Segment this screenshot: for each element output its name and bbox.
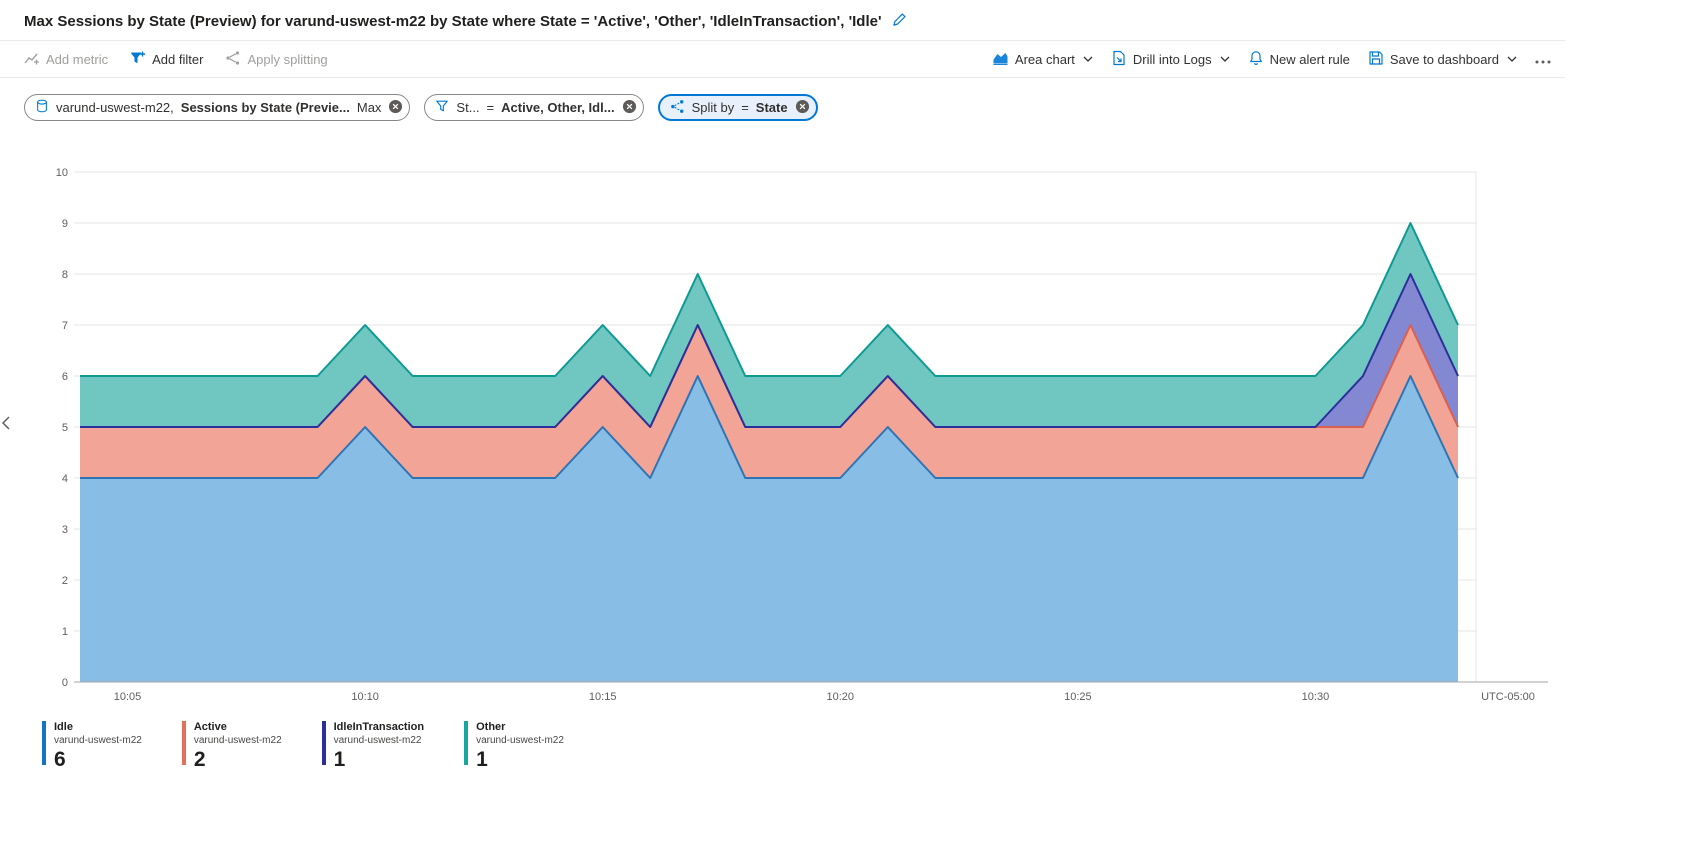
legend-item[interactable]: Active varund-uswest-m22 2 [181,721,282,772]
metrics-chart[interactable]: 0 1 2 3 4 5 6 7 8 9 10 10:05 10:10 10:15 10:20 10:25 10:… [0,137,1560,712]
legend-series-name: IdleInTransaction [333,721,425,733]
svg-text:10:10: 10:10 [351,691,379,703]
filter-pill-property: St... [456,100,480,115]
database-icon [35,99,49,116]
metric-pill-aggregation: Max [356,100,382,115]
chart-area: 0 1 2 3 4 5 6 7 8 9 10 10:05 10:10 10:15 10:20 10:25 10:… [0,137,1565,717]
split-pill-label: Split by [691,100,735,115]
close-circle-icon [388,99,403,117]
add-metric-label: Add metric [46,51,109,67]
legend-series-name: Idle [54,721,73,733]
ellipsis-icon [1535,52,1551,67]
chevron-down-icon [1507,56,1517,62]
drill-logs-icon [1111,50,1127,69]
split-pill[interactable]: Split by = State [657,94,818,121]
edit-title-button[interactable] [892,12,907,30]
svg-text:10:30: 10:30 [1302,691,1330,703]
svg-text:10:15: 10:15 [589,691,617,703]
add-filter-button[interactable]: Add filter [130,50,203,69]
page-title: Max Sessions by State (Preview) for varu… [24,12,882,30]
pill-row: varund-uswest-m22, Sessions by State (Pr… [0,78,1565,133]
toolbar-left-group: Add metric Add filter Apply splitting [24,50,350,69]
legend-resource-name: varund-uswest-m22 [193,734,282,746]
close-circle-icon [795,99,810,117]
legend-series-value: 1 [333,748,346,772]
legend-resource-name: varund-uswest-m22 [476,734,564,746]
svg-text:10:05: 10:05 [114,691,142,703]
save-icon [1368,50,1384,69]
remove-split-button[interactable] [795,99,810,117]
chart-type-label: Area chart [1014,51,1075,67]
split-icon [225,50,241,69]
metric-pill-name: Sessions by State (Previe... [180,100,350,115]
save-to-dashboard-button[interactable]: Save to dashboard [1368,50,1517,69]
legend-item[interactable]: Other varund-uswest-m22 1 [464,721,564,772]
toolbar: Add metric Add filter Apply splitting [0,40,1565,78]
legend-color-bar [181,721,186,765]
add-metric-icon [24,50,40,69]
svg-text:2: 2 [62,575,68,587]
chevron-down-icon [1220,56,1230,62]
metrics-pane: Max Sessions by State (Preview) for varu… [0,0,1565,772]
legend-series-name: Active [193,721,227,733]
svg-text:7: 7 [62,320,68,332]
chart-type-button[interactable]: Area chart [992,50,1093,69]
legend-color-bar [42,721,46,765]
more-options-button[interactable] [1535,52,1551,67]
drill-into-logs-button[interactable]: Drill into Logs [1111,50,1230,69]
chart-title-row: Max Sessions by State (Preview) for varu… [0,0,1565,40]
svg-text:10:20: 10:20 [827,691,855,703]
svg-text:6: 6 [62,371,68,383]
svg-text:10: 10 [56,167,68,179]
add-metric-button[interactable]: Add metric [24,50,108,69]
svg-text:4: 4 [62,473,68,485]
drill-into-logs-label: Drill into Logs [1132,51,1212,67]
chart-legend: Idle varund-uswest-m22 6 Active varund-u… [0,717,1565,772]
apply-splitting-button[interactable]: Apply splitting [225,50,328,69]
alert-bell-icon [1248,50,1264,69]
legend-resource-name: varund-uswest-m22 [54,734,142,746]
svg-text:0: 0 [62,677,68,689]
metric-pill-resource: varund-uswest-m22, [56,100,174,115]
legend-item[interactable]: IdleInTransaction varund-uswest-m22 1 [321,721,425,772]
legend-series-value: 1 [476,748,488,772]
remove-metric-button[interactable] [388,99,403,117]
apply-splitting-label: Apply splitting [247,51,328,67]
legend-item[interactable]: Idle varund-uswest-m22 6 [42,721,142,772]
remove-filter-button[interactable] [622,99,637,117]
svg-text:9: 9 [62,218,68,230]
new-alert-rule-button[interactable]: New alert rule [1248,50,1350,69]
legend-resource-name: varund-uswest-m22 [333,734,422,746]
legend-color-bar [321,721,326,765]
filter-icon [435,99,449,116]
legend-color-bar [464,721,469,765]
split-by-icon [670,99,685,117]
svg-text:3: 3 [62,524,68,536]
close-circle-icon [622,99,637,117]
svg-text:8: 8 [62,269,68,281]
legend-series-value: 2 [193,748,206,772]
toolbar-right-group: Area chart Drill into Logs New alert rul [974,50,1551,69]
chevron-down-icon [1083,56,1093,62]
collapse-pane-button[interactable] [0,414,12,435]
svg-text:10:25: 10:25 [1064,691,1092,703]
split-pill-value: State [755,100,788,115]
area-chart-icon [992,50,1009,69]
split-pill-operator: = [741,100,749,115]
filter-pill-values: Active, Other, Idl... [501,100,615,115]
legend-series-value: 6 [54,748,66,772]
pencil-icon [892,12,907,30]
metric-pill[interactable]: varund-uswest-m22, Sessions by State (Pr… [24,94,411,121]
filter-pill[interactable]: St... = Active, Other, Idl... [424,94,644,121]
filter-pill-operator: = [486,100,495,115]
svg-text:5: 5 [62,422,68,434]
save-to-dashboard-label: Save to dashboard [1389,51,1499,67]
svg-text:UTC-05:00: UTC-05:00 [1481,691,1535,703]
svg-text:1: 1 [62,626,68,638]
filter-plus-icon [130,50,146,69]
chevron-left-icon [1,416,10,433]
add-filter-label: Add filter [152,51,204,67]
legend-series-name: Other [476,721,506,733]
new-alert-rule-label: New alert rule [1269,51,1350,67]
